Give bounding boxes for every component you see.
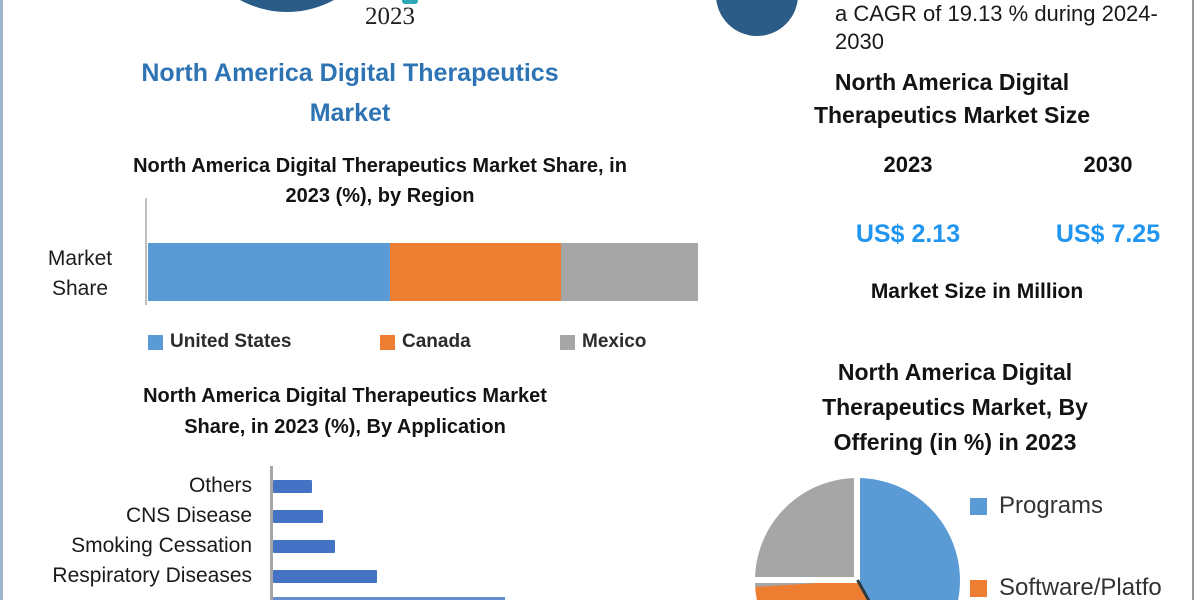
region-chart-title-line2: 2023 (%), by Region xyxy=(285,185,475,207)
offering-chart-title: North America Digital Therapeutics Marke… xyxy=(775,355,1135,460)
region-stacked-bar xyxy=(148,243,698,301)
left-border-line xyxy=(0,0,3,600)
legend-label-united-states: United States xyxy=(170,331,292,352)
category-label-cns-disease: CNS Disease xyxy=(125,504,252,527)
bar-segment-united-states xyxy=(148,243,390,301)
bar-segment-mexico xyxy=(560,243,698,301)
cagr-text-line2: 2030 xyxy=(835,29,884,54)
legend-swatch-canada xyxy=(380,334,395,350)
top-year-label: 2023 xyxy=(365,3,415,30)
market-size-title-line2: Therapeutics Market Size xyxy=(813,102,1091,128)
market-size-2030-value: US$ 7.25 xyxy=(1055,220,1161,248)
legend-label-software-platforms: Software/Platfo xyxy=(999,574,1162,600)
category-label-others: Others xyxy=(188,474,252,497)
page-title-line2: Market xyxy=(309,99,391,127)
legend-item-software-platforms: Software/Platfo xyxy=(970,574,1162,600)
legend-swatch-software-platforms xyxy=(970,579,987,597)
page-title-line1: North America Digital Therapeutics xyxy=(141,59,559,87)
bar-segment-canada xyxy=(390,243,561,301)
market-size-unit-note: Market Size in Million xyxy=(870,280,1084,303)
y-label-line1: Market xyxy=(47,247,113,270)
bar-clipped-partial xyxy=(273,597,505,600)
region-chart-title: North America Digital Therapeutics Marke… xyxy=(60,151,700,211)
bar-others xyxy=(273,480,312,493)
application-chart-title-line2: Share, in 2023 (%), By Application xyxy=(184,416,506,438)
legend-item-united-states: United States xyxy=(148,331,291,353)
cagr-text: a CAGR of 19.13 % during 2024- 2030 xyxy=(835,0,1195,56)
legend-item-canada: Canada xyxy=(380,331,471,353)
region-chart-title-line1: North America Digital Therapeutics Marke… xyxy=(133,155,627,177)
region-chart-y-axis-label: Market Share xyxy=(25,244,135,304)
offering-chart-title-line1: North America Digital xyxy=(837,359,1073,385)
decorative-circle-right xyxy=(716,0,798,36)
legend-swatch-mexico xyxy=(560,334,575,350)
bar-smoking-cessation xyxy=(273,540,335,553)
category-label-respiratory-diseases: Respiratory Diseases xyxy=(52,564,252,587)
legend-label-mexico: Mexico xyxy=(582,331,647,352)
pie-gap-top xyxy=(854,478,860,581)
market-size-title-line1: North America Digital xyxy=(834,69,1070,95)
application-chart-axis-line xyxy=(270,466,273,600)
offering-pie-chart xyxy=(755,478,960,600)
market-size-2023-value: US$ 2.13 xyxy=(855,220,961,248)
market-size-title: North America Digital Therapeutics Marke… xyxy=(767,66,1137,132)
offering-chart-title-line2: Therapeutics Market, By xyxy=(822,394,1088,420)
legend-item-mexico: Mexico xyxy=(560,331,646,353)
right-border-line xyxy=(1192,0,1194,600)
teal-accent-mark xyxy=(402,0,418,4)
legend-swatch-united-states xyxy=(148,334,163,350)
category-label-smoking-cessation: Smoking Cessation xyxy=(71,534,252,557)
y-label-line2: Share xyxy=(51,277,109,300)
region-chart-axis-line xyxy=(145,198,147,305)
bar-cns-disease xyxy=(273,510,323,523)
year-2023-label: 2023 xyxy=(883,152,933,177)
legend-label-canada: Canada xyxy=(402,331,471,352)
offering-chart-title-line3: Offering (in %) in 2023 xyxy=(833,429,1077,455)
cagr-text-line1: a CAGR of 19.13 % during 2024- xyxy=(835,1,1158,26)
bar-respiratory-diseases xyxy=(273,570,377,583)
application-chart-title: North America Digital Therapeutics Marke… xyxy=(55,381,635,443)
legend-item-programs: Programs xyxy=(970,492,1103,520)
pie-gap-left xyxy=(755,577,858,583)
application-chart-title-line1: North America Digital Therapeutics Marke… xyxy=(143,385,547,407)
legend-swatch-programs xyxy=(970,497,987,515)
page-title: North America Digital Therapeutics Marke… xyxy=(100,53,600,133)
legend-label-programs: Programs xyxy=(999,492,1104,519)
year-2030-label: 2030 xyxy=(1083,152,1133,177)
